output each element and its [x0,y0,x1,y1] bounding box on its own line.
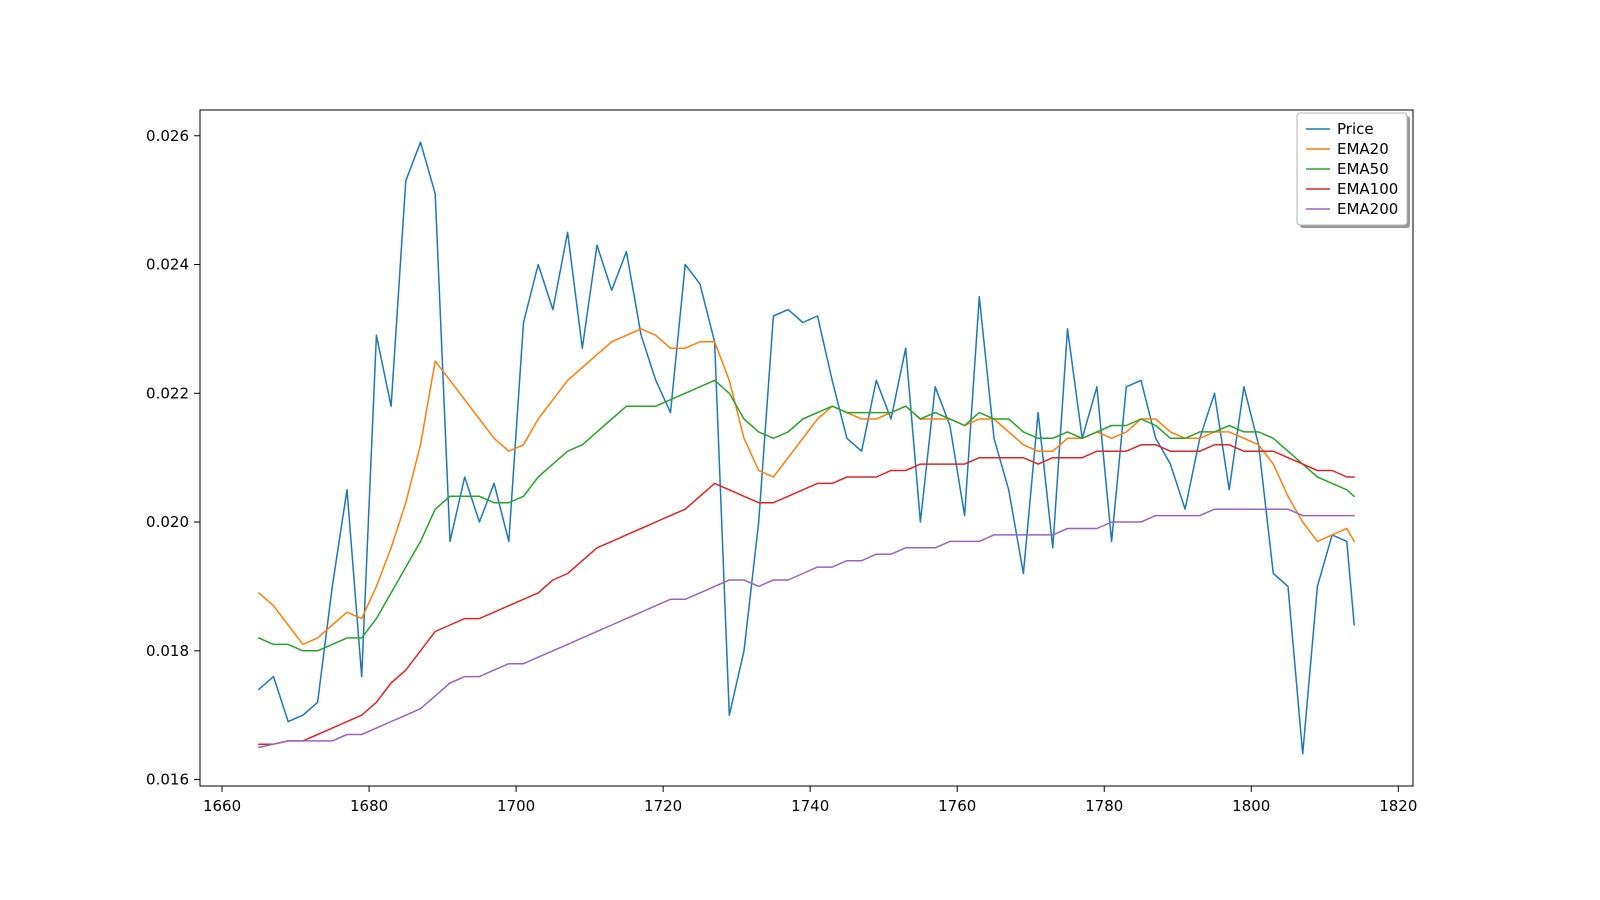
ema50-line [258,379,1355,652]
y-tick-label: 0.018 [146,642,189,660]
legend-label-ema200: EMA200 [1337,200,1398,218]
y-tick-label: 0.026 [146,127,189,145]
y-tick-label: 0.020 [146,513,189,531]
legend-box [1296,112,1408,226]
x-tick-label: 1660 [203,797,241,815]
price-line [258,141,1355,755]
x-tick-label: 1700 [497,797,535,815]
legend-label-ema100: EMA100 [1337,180,1398,198]
x-tick-label: 1820 [1379,797,1417,815]
y-tick-label: 0.016 [146,771,189,789]
legend-label-ema20: EMA20 [1337,140,1389,158]
ema100-line [258,444,1355,745]
ema200-line [258,508,1355,749]
plot-frame [199,109,1414,787]
y-tick-label: 0.024 [146,256,189,274]
ema20-line [258,328,1355,646]
y-tick-label: 0.022 [146,384,189,402]
x-tick-label: 1740 [791,797,829,815]
x-tick-label: 1800 [1232,797,1270,815]
x-tick-label: 1760 [938,797,976,815]
legend: Price EMA20 EMA50 EMA100 EMA200 [1296,112,1410,228]
x-tick-label: 1780 [1085,797,1123,815]
x-tick-label: 1680 [350,797,388,815]
legend-label-ema50: EMA50 [1337,160,1389,178]
legend-label-price: Price [1337,120,1374,138]
x-tick-label: 1720 [644,797,682,815]
